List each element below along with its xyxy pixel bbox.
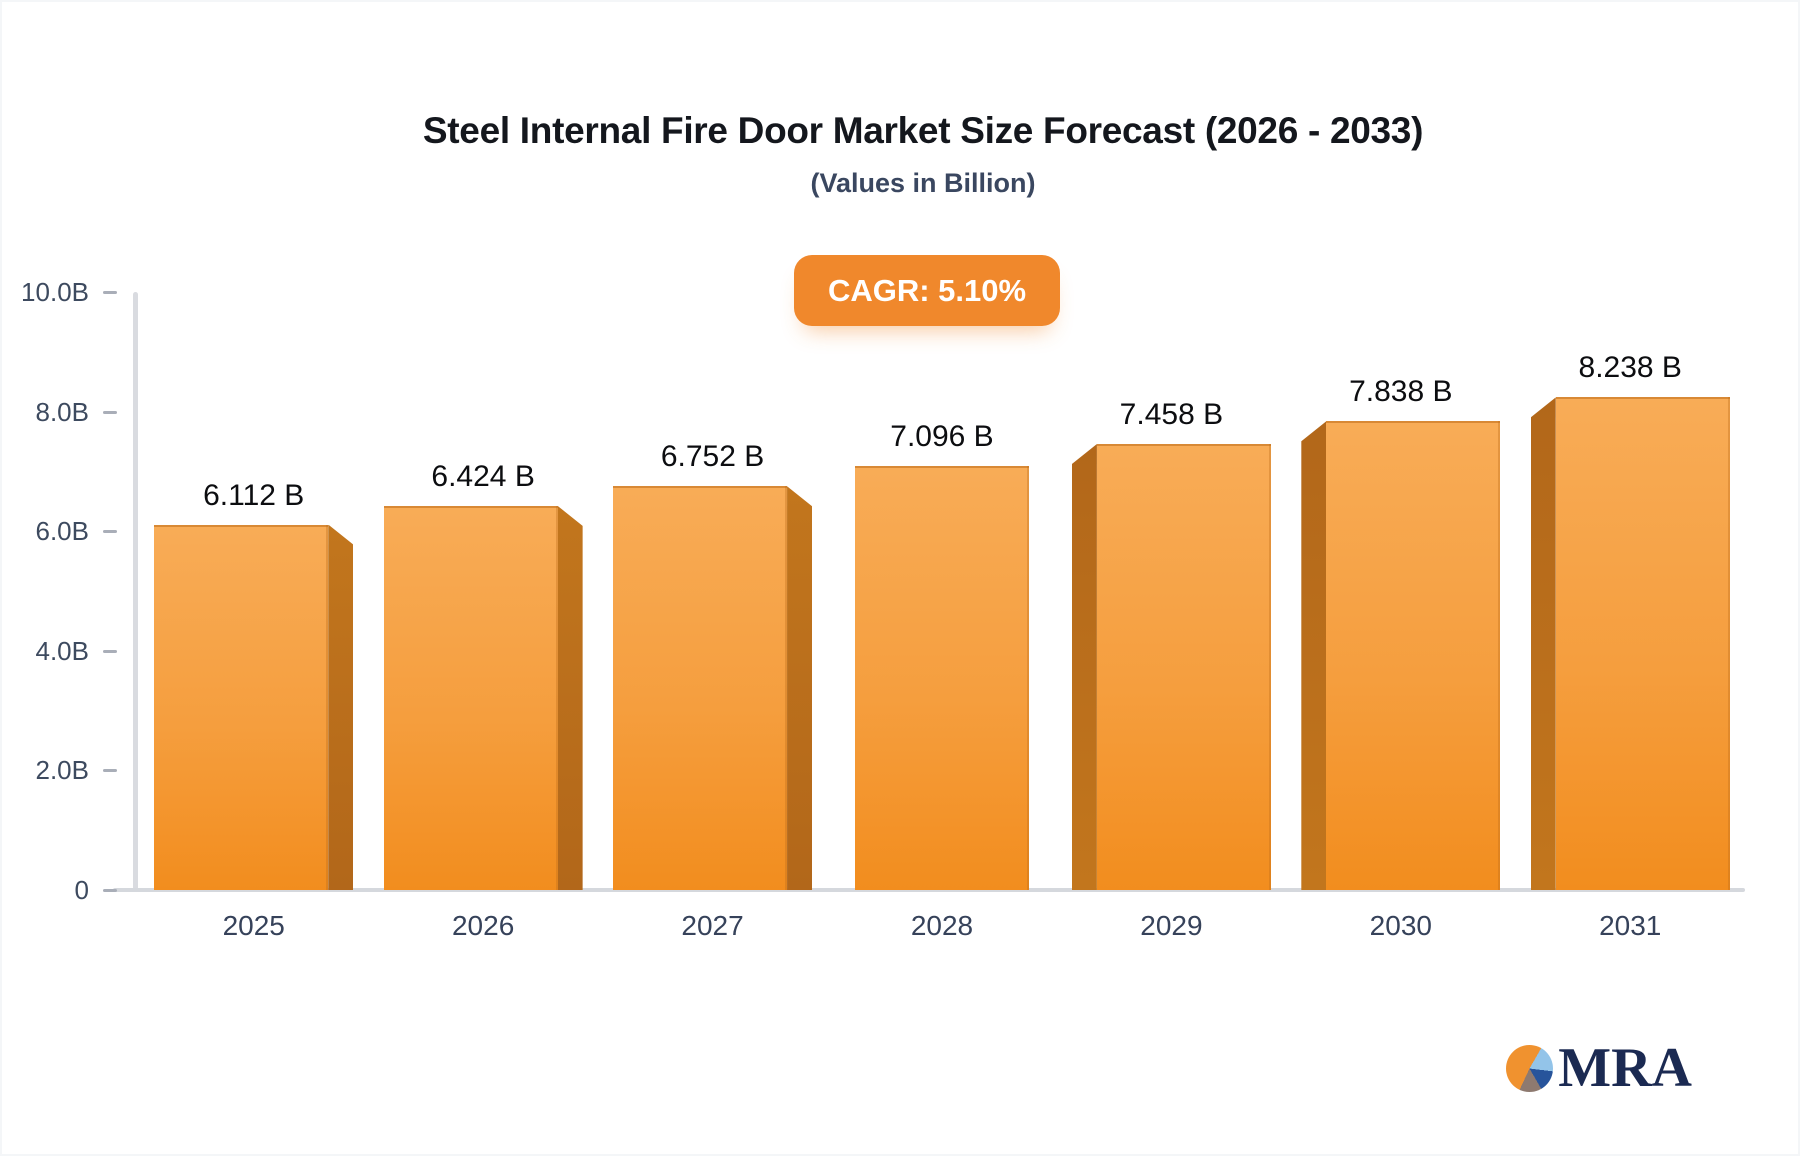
bar-side-shading-2029 (1071, 444, 1097, 890)
x-axis-label-2031: 2031 (1599, 910, 1662, 941)
y-tick-4.0B (103, 649, 117, 653)
bar-side-shading-2030 (1301, 421, 1327, 890)
y-axis-label-0: 0 (74, 875, 89, 905)
y-axis-line (133, 292, 138, 890)
y-tick-8.0B (103, 410, 117, 414)
y-tick-0 (103, 889, 117, 892)
bar-face-2028 (854, 465, 1029, 890)
x-axis-label-2029: 2029 (1140, 910, 1203, 941)
x-axis-label-2030: 2030 (1369, 910, 1432, 941)
bar-face-2029 (1096, 444, 1271, 890)
bar-value-label-2026: 6.424 B (431, 459, 535, 493)
y-axis-label-2.0B: 2.0B (35, 755, 90, 786)
bar-slot-2027: 6.752 B 2027 (598, 292, 827, 941)
bar-slot-2029: 7.458 B 2029 (1057, 292, 1286, 941)
bar-2026: 6.424 B (383, 460, 583, 890)
cagr-badge: CAGR: 5.10% (794, 255, 1060, 326)
x-axis-label-2028: 2028 (910, 910, 974, 941)
bar-slot-2030: 7.838 B 2030 (1286, 292, 1515, 941)
bar-face-2025 (154, 524, 329, 890)
bar-slot-2031: 8.238 B 2031 (1516, 292, 1745, 941)
bar-series: 6.112 B 2025 6.424 B 2026 6.752 B 2027 7.096 B… (139, 292, 1745, 941)
y-axis-label-6.0B: 6.0B (35, 516, 90, 547)
y-axis-label-4.0B: 4.0B (35, 635, 90, 666)
x-axis-label-2027: 2027 (681, 910, 744, 941)
bar-face-2027 (613, 486, 788, 890)
chart-title: Steel Internal Fire Door Market Size For… (422, 110, 1424, 151)
bar-side-shading-2026 (557, 505, 583, 890)
bar-value-label-2028: 7.096 B (890, 419, 994, 453)
bar-2027: 6.752 B (613, 440, 813, 890)
brand-logo-text: MRA (1558, 1037, 1692, 1099)
bar-side-shading-2031 (1530, 397, 1556, 890)
chart-header: Steel Internal Fire Door Market Size For… (2, 110, 1798, 199)
bar-value-label-2030: 7.838 B (1349, 375, 1453, 409)
brand-logo: MRA (1506, 1040, 1692, 1096)
bar-2025: 6.112 B (154, 479, 354, 890)
bar-value-label-2025: 6.112 B (203, 478, 305, 512)
bar-side-shading-2027 (787, 486, 813, 890)
y-axis-label-10.0B: 10.0B (21, 277, 89, 307)
bar-slot-2028: 7.096 B 2028 (827, 292, 1056, 941)
bar-slot-2026: 6.424 B 2026 (368, 292, 597, 941)
bar-2029: 7.458 B (1071, 398, 1271, 890)
x-axis-label-2025: 2025 (222, 910, 285, 941)
x-axis-label-2026: 2026 (451, 910, 515, 941)
y-tick-6.0B (103, 530, 117, 534)
bar-value-label-2031: 8.238 B (1578, 351, 1682, 385)
pie-circle-logo-icon (1506, 1044, 1554, 1092)
bar-face-2026 (383, 505, 558, 890)
y-tick-10.0B (103, 291, 117, 294)
bar-side-shading-2025 (328, 524, 354, 890)
bar-face-2031 (1555, 397, 1730, 890)
plot-area: 0 2.0B 4.0B 6.0B 8.0B 10.0B 6.112 B 2025 6.424 … (21, 279, 1745, 941)
bar-2030: 7.838 B (1301, 375, 1501, 890)
bar-slot-2025: 6.112 B 2025 (139, 292, 368, 941)
chart-subtitle: (Values in Billion) (810, 168, 1036, 198)
bar-face-2030 (1326, 421, 1501, 890)
bar-2028: 7.096 B (854, 420, 1029, 890)
y-axis-label-8.0B: 8.0B (35, 396, 90, 427)
x-axis-line (113, 888, 1745, 892)
bar-value-label-2027: 6.752 B (660, 440, 765, 474)
bar-value-label-2029: 7.458 B (1119, 398, 1224, 432)
bar-2031: 8.238 B (1530, 351, 1730, 890)
y-tick-2.0B (103, 769, 117, 773)
